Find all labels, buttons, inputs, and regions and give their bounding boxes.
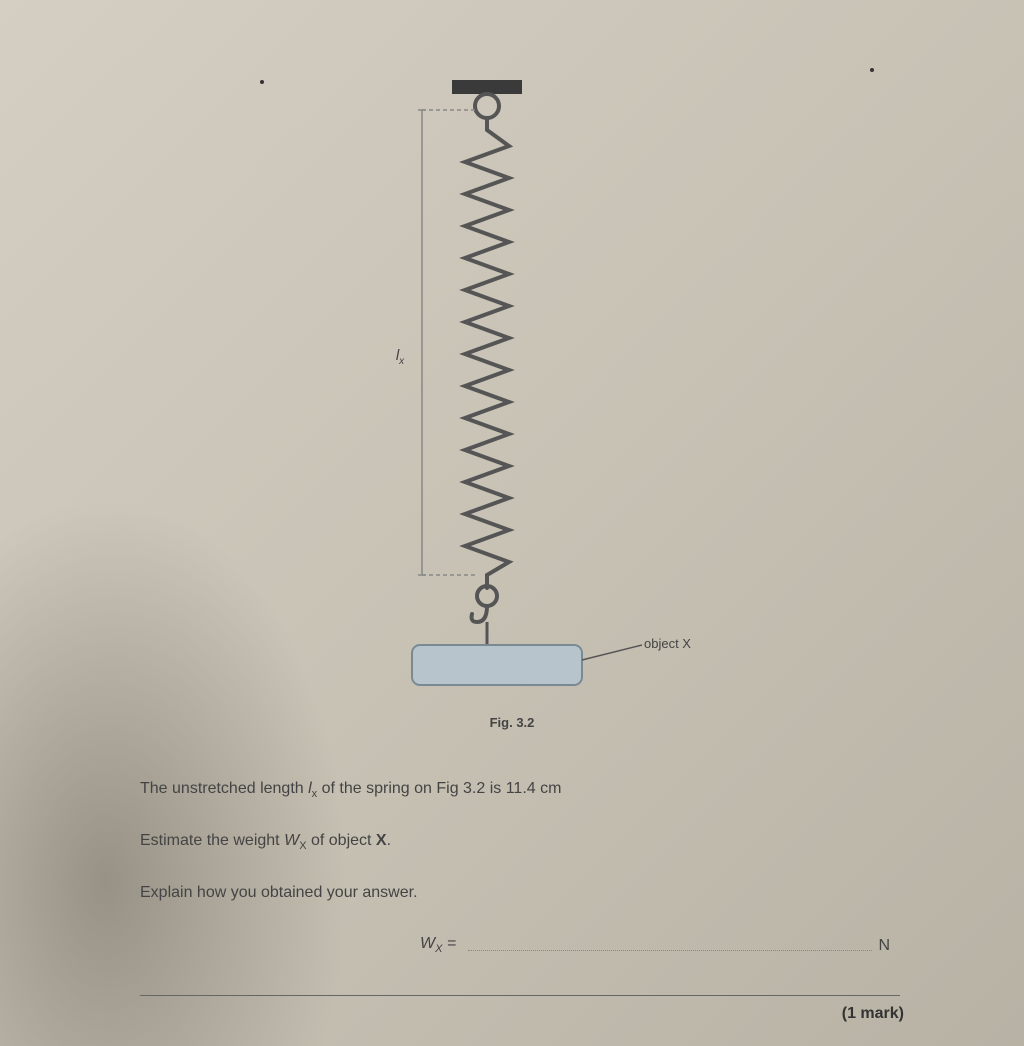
question-text: The unstretched length lx of the spring … (140, 780, 900, 934)
spring-length-label: lx (396, 347, 405, 367)
spring-hook (472, 606, 487, 622)
bottom-rule (140, 995, 900, 996)
print-dot (870, 68, 874, 72)
var-w: W (420, 935, 435, 952)
text-estimate: Estimate the weight WX of object X. (140, 832, 900, 852)
object-label: object X (644, 636, 691, 651)
text-seg: of the spring on Fig 3.2 is 11.4 cm (317, 780, 561, 797)
text-seg: of object (307, 832, 376, 849)
answer-label: WX = (420, 935, 456, 955)
spring-top-loop (475, 94, 499, 118)
print-dot (260, 80, 264, 84)
page: lx object X Fig. 3.2 The unstretched len… (0, 0, 1024, 1046)
var-w: W (284, 832, 299, 849)
figure-caption: Fig. 3.2 (490, 715, 535, 730)
text-explain: Explain how you obtained your answer. (140, 884, 900, 902)
object-x-name: X (376, 832, 387, 849)
object-x (412, 645, 582, 685)
text-seg: Estimate the weight (140, 832, 284, 849)
diagram-svg: lx object X (312, 70, 712, 690)
text-unstretched: The unstretched length lx of the spring … (140, 780, 900, 800)
spring-coil (465, 118, 509, 588)
answer-row: WX = N (420, 935, 890, 955)
spring-diagram: lx object X (312, 70, 712, 690)
equals: = (442, 935, 456, 952)
text-seg: . (387, 832, 391, 849)
ceiling-bar (452, 80, 522, 94)
answer-blank[interactable] (468, 950, 872, 951)
mark-label: (1 mark) (842, 1005, 904, 1023)
unit-n: N (878, 937, 890, 955)
sub-big-x: X (299, 840, 306, 852)
text-seg: The unstretched length (140, 780, 308, 797)
object-leader (582, 645, 642, 660)
photo-shadow (0, 496, 350, 1046)
